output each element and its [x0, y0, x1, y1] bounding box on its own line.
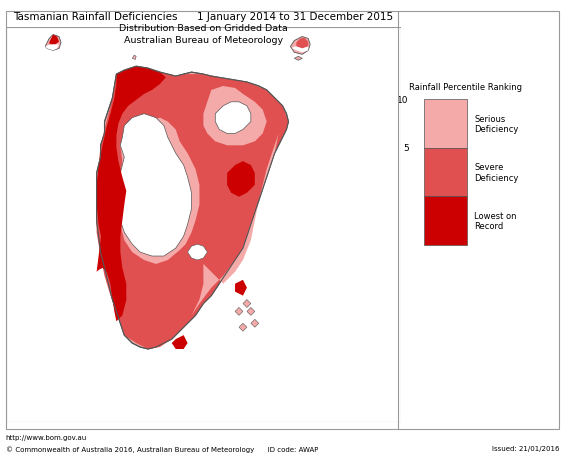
Polygon shape [247, 308, 255, 316]
Polygon shape [97, 67, 288, 349]
Text: Lowest on
Record: Lowest on Record [475, 212, 517, 231]
Bar [424, 197, 467, 246]
Polygon shape [235, 308, 243, 316]
Polygon shape [293, 47, 308, 53]
Polygon shape [227, 162, 255, 197]
Bar [424, 100, 467, 149]
Polygon shape [203, 87, 267, 146]
Polygon shape [251, 319, 259, 328]
Polygon shape [119, 118, 199, 264]
Polygon shape [172, 336, 188, 349]
Text: Rainfall Percentile Ranking: Rainfall Percentile Ranking [408, 83, 521, 91]
Polygon shape [243, 300, 251, 308]
Polygon shape [97, 67, 288, 349]
Polygon shape [215, 102, 251, 134]
Bar [424, 149, 467, 197]
Text: Serious
Deficiency: Serious Deficiency [475, 115, 519, 134]
Text: Issued: 21/01/2016: Issued: 21/01/2016 [492, 445, 559, 451]
Polygon shape [45, 45, 59, 51]
Polygon shape [290, 38, 310, 55]
Text: 5: 5 [403, 144, 408, 153]
Polygon shape [188, 245, 207, 260]
Text: Distribution Based on Gridded Data: Distribution Based on Gridded Data [119, 24, 288, 34]
Text: Tasmanian Rainfall Deficiencies      1 January 2014 to 31 December 2015: Tasmanian Rainfall Deficiencies 1 Januar… [14, 11, 393, 22]
Polygon shape [294, 57, 302, 61]
Polygon shape [97, 154, 127, 322]
Polygon shape [235, 280, 247, 296]
Text: Australian Bureau of Meteorology: Australian Bureau of Meteorology [124, 36, 283, 45]
Text: http://www.bom.gov.au: http://www.bom.gov.au [6, 434, 87, 440]
Polygon shape [97, 67, 166, 319]
Polygon shape [116, 114, 192, 257]
Text: 10: 10 [397, 95, 408, 105]
Text: © Commonwealth of Australia 2016, Australian Bureau of Meteorology      ID code:: © Commonwealth of Australia 2016, Austra… [6, 445, 318, 452]
Polygon shape [192, 134, 279, 316]
Polygon shape [49, 35, 59, 45]
Text: Severe
Deficiency: Severe Deficiency [475, 163, 519, 182]
Polygon shape [132, 56, 136, 60]
Polygon shape [45, 35, 61, 51]
Polygon shape [239, 324, 247, 331]
Polygon shape [296, 39, 308, 49]
